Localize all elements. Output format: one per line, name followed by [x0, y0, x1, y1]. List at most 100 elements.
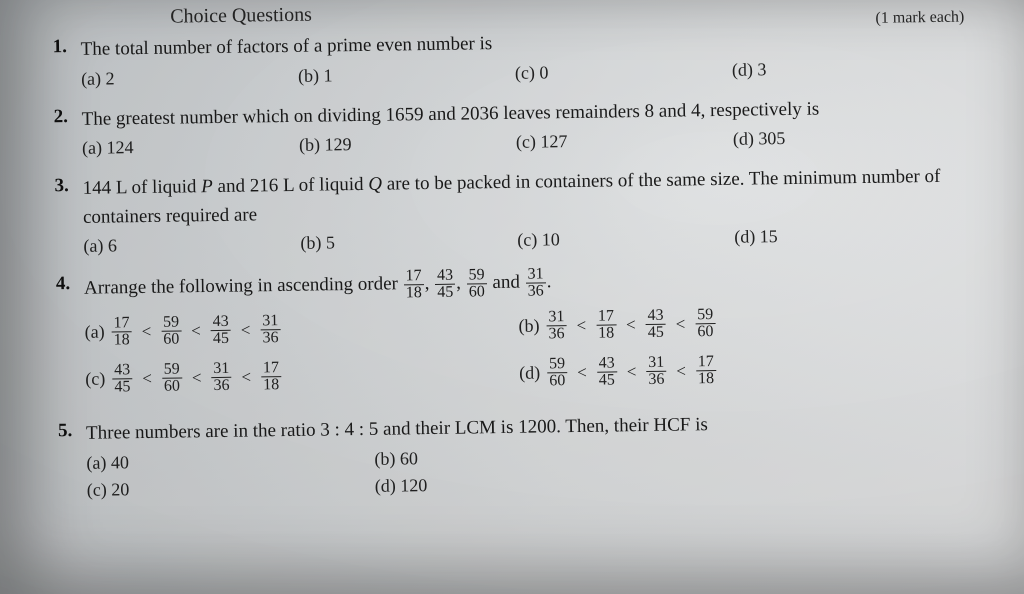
opt4d-f3: 3136	[646, 355, 666, 388]
lt-icon: <	[627, 362, 637, 382]
option-1a: (a) 2	[81, 66, 280, 90]
question-4-options: (a) 1718< 5960< 4345< 3136 (b) 3136< 171…	[84, 303, 989, 410]
lt-icon: <	[676, 314, 686, 334]
question-5: 5. Three numbers are in the ratio 3 : 4 …	[86, 407, 991, 506]
lt-icon: <	[241, 320, 251, 340]
question-2: 2. The greatest number which on dividing…	[81, 93, 986, 165]
question-5-number: 5.	[58, 420, 73, 442]
n: 59	[695, 307, 715, 323]
n: 31	[260, 313, 280, 329]
n: 31	[211, 361, 231, 377]
question-3: 3. 144 L of liquid P and 216 L of liquid…	[82, 162, 987, 263]
lt-icon: <	[676, 361, 686, 381]
q3-text-mid: and 216 L of liquid	[213, 174, 369, 197]
question-3-text: 144 L of liquid P and 216 L of liquid Q …	[82, 162, 987, 232]
question-2-number: 2.	[53, 106, 68, 128]
option-3a: (a) 6	[83, 233, 282, 257]
question-3-number: 3.	[54, 175, 69, 197]
n: 17	[111, 315, 131, 331]
q4-period: .	[546, 271, 551, 292]
lt-icon: <	[192, 368, 202, 388]
n: 59	[161, 315, 181, 331]
d: 60	[695, 323, 715, 340]
page: Choice Questions (1 mark each) 1. The to…	[0, 0, 1024, 527]
option-5d: (d) 120	[375, 471, 651, 496]
opt4d-f4: 1718	[696, 354, 716, 387]
opt4a-f2: 5960	[161, 315, 181, 348]
q4-and: and	[492, 272, 524, 293]
lt-icon: <	[191, 321, 201, 341]
opt4b-f4: 5960	[695, 307, 715, 340]
question-5-text: Three numbers are in the ratio 3 : 4 : 5…	[86, 407, 990, 448]
q4-f4-den: 36	[526, 282, 546, 299]
opt4c-f3: 3136	[211, 361, 231, 394]
option-4d: (d) 5960< 4345< 3136< 1718	[519, 351, 935, 390]
opt4b-f1: 3136	[546, 309, 566, 342]
lt-icon: <	[626, 315, 636, 335]
d: 36	[260, 329, 280, 346]
q4-f1-den: 18	[404, 284, 424, 301]
option-2d: (d) 305	[733, 126, 932, 150]
lt-icon: <	[141, 321, 151, 341]
lt-icon: <	[576, 315, 586, 335]
option-2b: (b) 129	[299, 132, 498, 156]
q4-f3-num: 59	[466, 267, 486, 283]
d: 45	[112, 378, 132, 395]
d: 36	[547, 325, 567, 342]
question-4: 4. Arrange the following in ascending or…	[84, 260, 990, 410]
option-3c: (c) 10	[517, 227, 716, 251]
comma: ,	[456, 272, 461, 293]
option-2a: (a) 124	[82, 135, 281, 159]
n: 43	[597, 355, 617, 371]
q4-f3-den: 60	[467, 283, 487, 300]
q3-var-P: P	[201, 176, 213, 197]
option-5b: (b) 60	[374, 444, 650, 469]
option-5c: (c) 20	[87, 475, 363, 500]
option-3b: (b) 5	[300, 230, 499, 254]
n: 17	[261, 360, 281, 376]
opt4c-f1: 4345	[112, 362, 132, 395]
q3-var-Q: Q	[368, 174, 382, 195]
option-1c: (c) 0	[515, 60, 714, 84]
d: 18	[261, 376, 281, 393]
question-1: 1. The total number of factors of a prim…	[81, 23, 986, 95]
option-4c-label: (c)	[85, 369, 105, 390]
q4-frac-3: 5960	[466, 267, 486, 300]
q4-frac-2: 4345	[435, 268, 455, 301]
q4-frac-4: 3136	[525, 266, 545, 299]
d: 36	[646, 371, 666, 388]
n: 31	[546, 309, 566, 325]
opt4a-f3: 4345	[211, 314, 231, 347]
d: 60	[162, 377, 182, 394]
opt4c-f4: 1718	[261, 360, 281, 393]
opt4d-f2: 4345	[597, 355, 617, 388]
d: 60	[547, 372, 567, 389]
option-4b: (b) 3136< 1718< 4345< 5960	[518, 304, 934, 343]
q4-f2-num: 43	[435, 268, 455, 284]
option-4d-label: (d)	[519, 362, 540, 383]
d: 18	[112, 331, 132, 348]
option-4b-label: (b)	[518, 316, 539, 337]
opt4a-f1: 1718	[111, 315, 131, 348]
d: 45	[211, 330, 231, 347]
opt4b-f2: 1718	[596, 308, 616, 341]
n: 17	[596, 308, 616, 324]
option-3d: (d) 15	[734, 224, 933, 248]
lt-icon: <	[241, 367, 251, 387]
d: 36	[211, 377, 231, 394]
n: 59	[162, 361, 182, 377]
opt4a-f4: 3136	[260, 313, 280, 346]
option-5a: (a) 40	[86, 448, 362, 473]
n: 43	[645, 308, 665, 324]
q4-text-pre: Arrange the following in ascending order	[84, 273, 403, 298]
comma: ,	[425, 273, 430, 294]
question-4-number: 4.	[56, 273, 71, 295]
q4-f1-num: 17	[403, 268, 423, 284]
option-4c: (c) 4345 < 5960 < 3136 < 1718	[85, 357, 501, 396]
option-2c: (c) 127	[516, 129, 715, 153]
lt-icon: <	[142, 368, 152, 388]
n: 17	[696, 354, 716, 370]
q4-frac-1: 1718	[403, 268, 423, 301]
question-5-options: (a) 40 (b) 60 (c) 20 (d) 120	[86, 444, 687, 506]
question-1-number: 1.	[53, 36, 68, 58]
